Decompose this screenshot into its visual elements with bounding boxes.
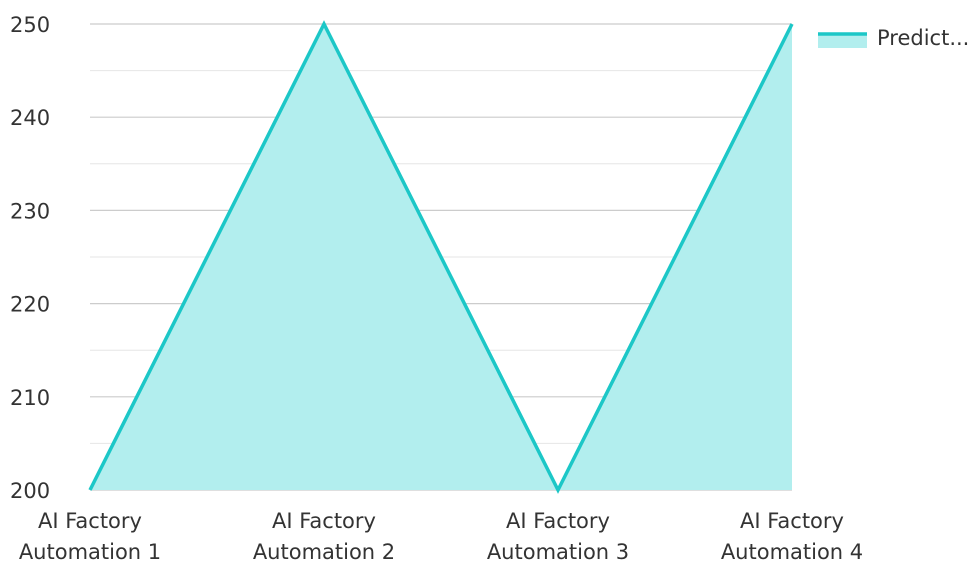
y-tick-label: 220 bbox=[10, 293, 50, 317]
x-tick-label-line: Automation 1 bbox=[19, 540, 161, 563]
x-tick-label: AI Factory Automation 2 bbox=[253, 509, 395, 563]
x-tick-label: AI Factory Automation 3 bbox=[487, 509, 629, 563]
series-line bbox=[88, 20, 794, 494]
x-tick-label: AI Factory Automation 1 bbox=[19, 509, 161, 563]
y-tick-label: 210 bbox=[10, 386, 50, 410]
x-tick-label-line: AI Factory bbox=[38, 509, 142, 533]
x-tick-label-line: AI Factory bbox=[272, 509, 376, 533]
x-tick-label-line: AI Factory bbox=[740, 509, 844, 533]
y-tick-label: 250 bbox=[10, 13, 50, 37]
legend[interactable]: Predict... bbox=[818, 26, 969, 50]
x-tick-label-line: Automation 4 bbox=[721, 540, 863, 563]
legend-label: Predict... bbox=[877, 26, 969, 50]
x-tick-label-line: AI Factory bbox=[506, 509, 610, 533]
x-axis: AI Factory Automation 1 AI Factory Automati… bbox=[19, 509, 863, 563]
y-axis: 200 210 220 230 240 250 bbox=[10, 13, 50, 503]
plot-area bbox=[88, 20, 794, 494]
y-tick-label: 200 bbox=[10, 479, 50, 503]
x-tick-label: AI Factory Automation 4 bbox=[721, 509, 863, 563]
legend-swatch bbox=[818, 34, 867, 48]
x-tick-label-line: Automation 2 bbox=[253, 540, 395, 563]
x-tick-label-line: Automation 3 bbox=[487, 540, 629, 563]
y-tick-label: 240 bbox=[10, 106, 50, 130]
y-tick-label: 230 bbox=[10, 199, 50, 223]
